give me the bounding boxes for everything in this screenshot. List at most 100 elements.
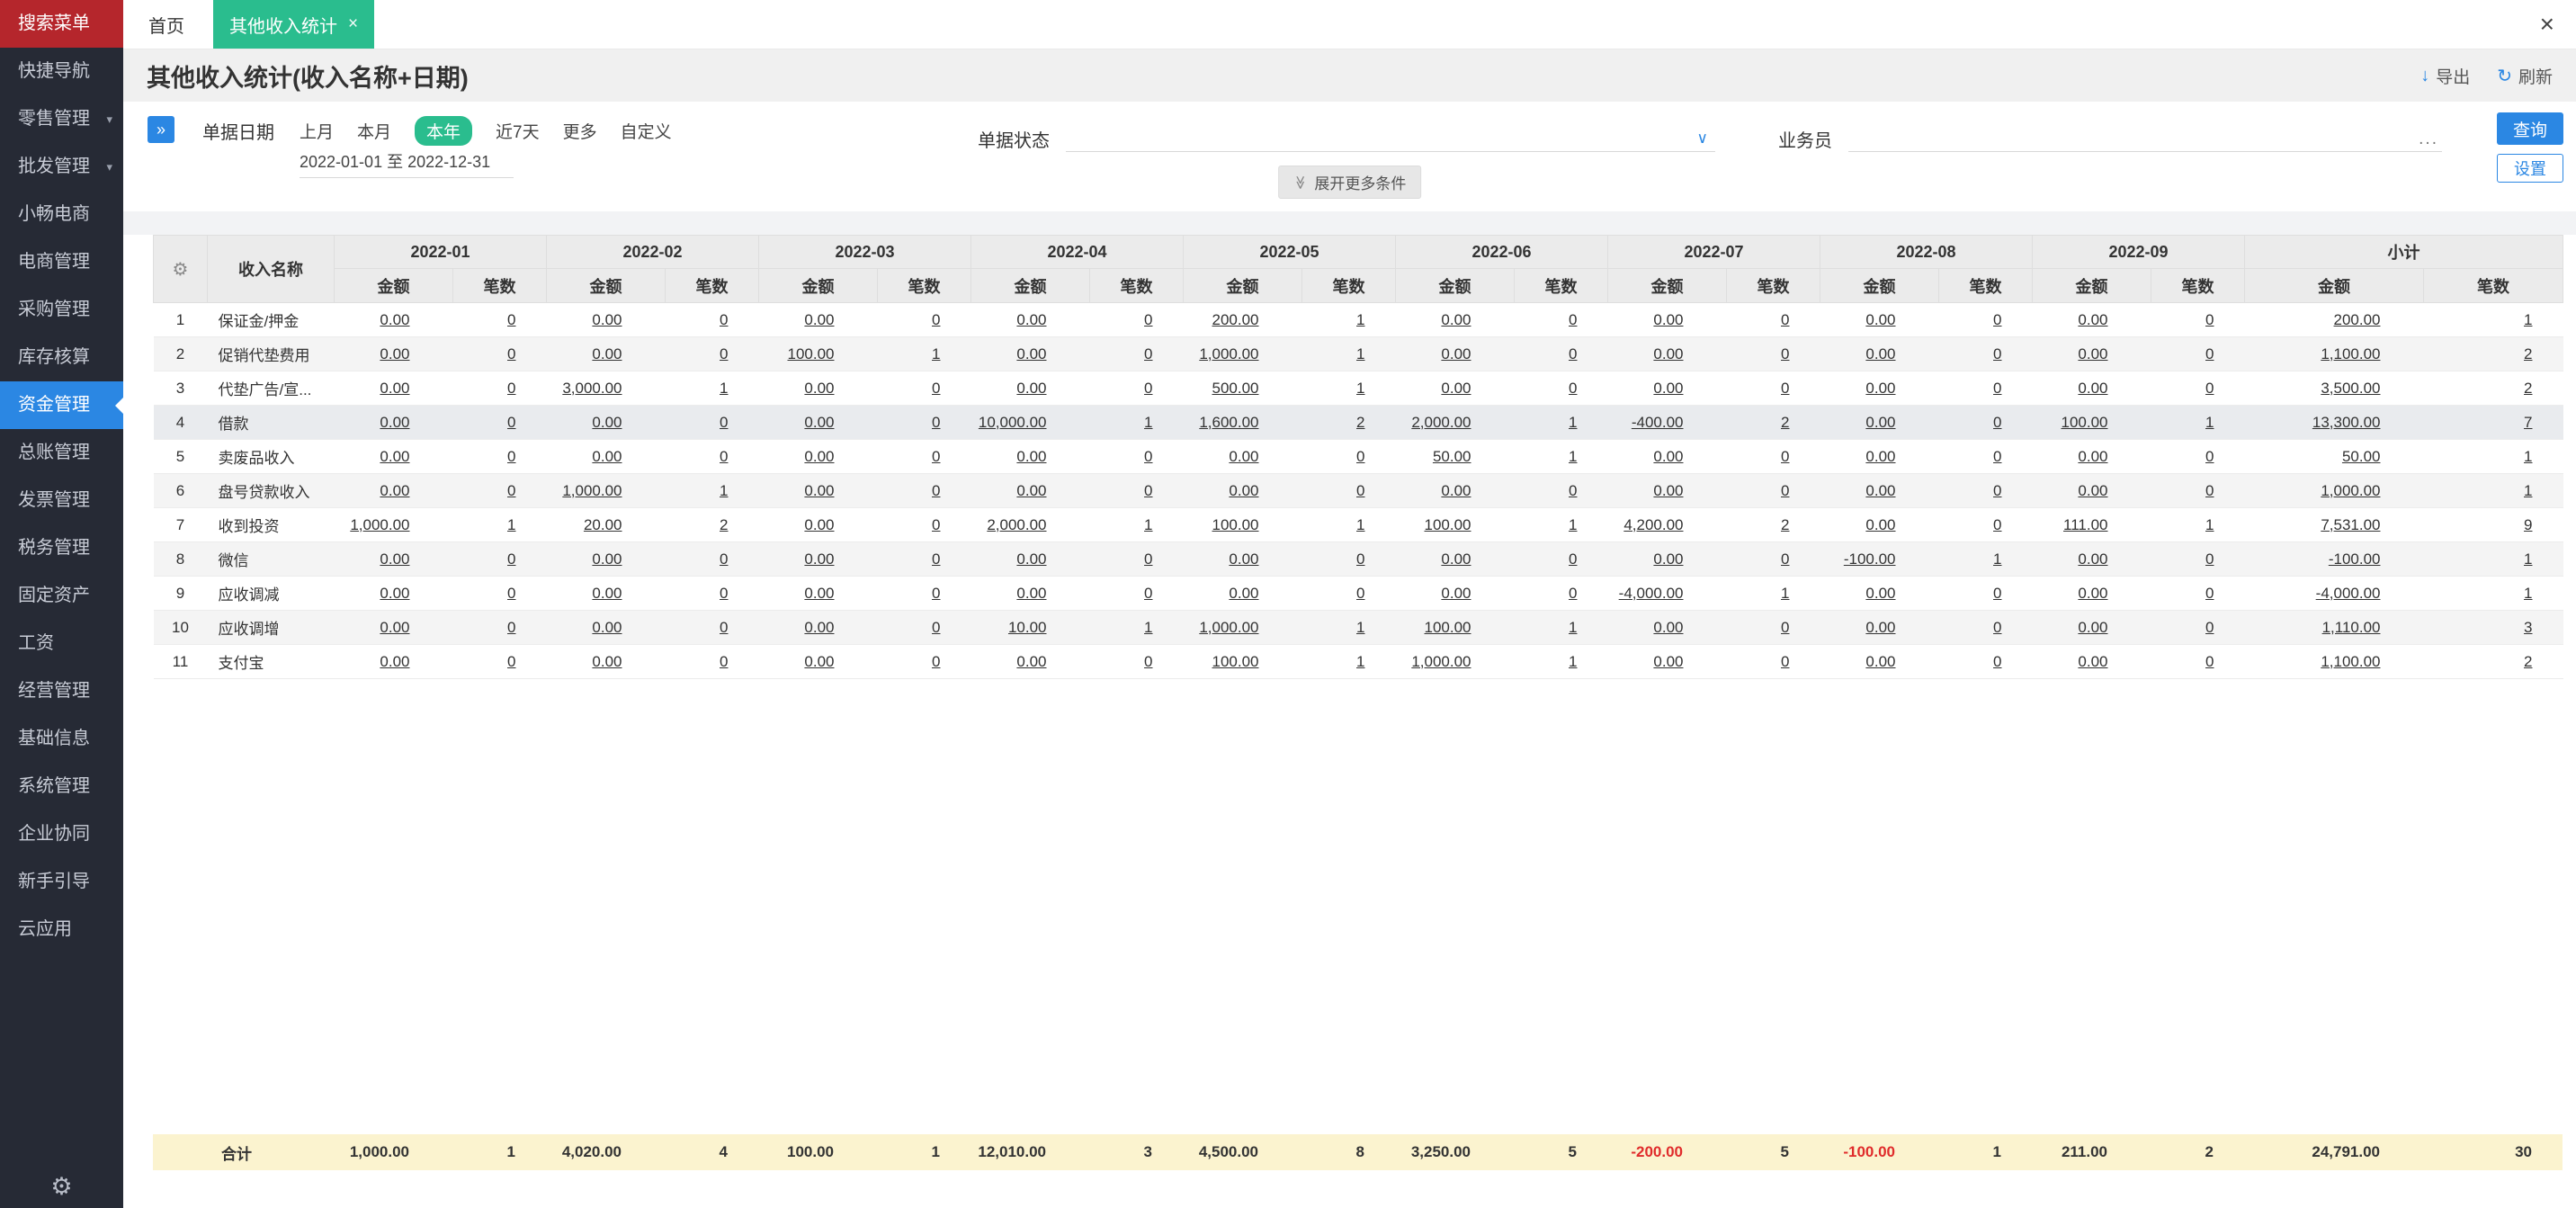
tab-close-icon[interactable]: × xyxy=(348,14,359,33)
count-cell[interactable]: 0 xyxy=(665,541,759,577)
picker-ellipsis-icon[interactable]: ... xyxy=(2419,130,2438,148)
count-cell[interactable]: 9 xyxy=(2423,507,2563,542)
expand-more-conditions-button[interactable]: ≫ 展开更多条件 xyxy=(1277,166,1422,199)
amount-cell[interactable]: 0.00 xyxy=(970,371,1090,406)
amount-cell[interactable]: 0.00 xyxy=(2032,473,2151,508)
count-cell[interactable]: 0 xyxy=(2151,371,2245,406)
amount-cell[interactable]: 0.00 xyxy=(1395,371,1515,406)
count-cell[interactable]: 0 xyxy=(452,644,547,679)
amount-cell[interactable]: 0.00 xyxy=(334,302,453,337)
sidebar-item[interactable]: 小畅电商 xyxy=(0,191,123,238)
count-cell[interactable]: 0 xyxy=(665,576,759,611)
amount-cell[interactable]: 0.00 xyxy=(546,302,666,337)
count-cell[interactable]: 0 xyxy=(452,576,547,611)
count-cell[interactable]: 0 xyxy=(1726,473,1820,508)
count-cell[interactable]: 0 xyxy=(1938,371,2033,406)
sidebar-item[interactable]: 系统管理 xyxy=(0,763,123,810)
amount-cell[interactable]: 1,600.00 xyxy=(1183,405,1302,440)
sidebar-item[interactable]: 企业协同 xyxy=(0,810,123,858)
count-cell[interactable]: 0 xyxy=(1938,405,2033,440)
count-cell[interactable]: 0 xyxy=(665,405,759,440)
count-cell[interactable]: 0 xyxy=(1726,439,1820,474)
count-cell[interactable]: 1 xyxy=(1089,405,1184,440)
amount-cell[interactable]: 0.00 xyxy=(2032,439,2151,474)
amount-cell[interactable]: 0.00 xyxy=(758,541,878,577)
amount-cell[interactable]: 0.00 xyxy=(1820,644,1939,679)
sidebar-item[interactable]: 固定资产 xyxy=(0,572,123,620)
amount-cell[interactable]: 0.00 xyxy=(758,439,878,474)
amount-cell[interactable]: 0.00 xyxy=(2032,336,2151,371)
amount-cell[interactable]: 100.00 xyxy=(2032,405,2151,440)
count-cell[interactable]: 7 xyxy=(2423,405,2563,440)
sidebar-item[interactable]: 资金管理 xyxy=(0,381,123,429)
amount-cell[interactable]: 1,110.00 xyxy=(2244,610,2424,645)
amount-cell[interactable]: 1,100.00 xyxy=(2244,336,2424,371)
amount-cell[interactable]: 0.00 xyxy=(1395,302,1515,337)
count-cell[interactable]: 0 xyxy=(1301,576,1396,611)
amount-cell[interactable]: 0.00 xyxy=(334,644,453,679)
amount-cell[interactable]: 100.00 xyxy=(1395,507,1515,542)
count-cell[interactable]: 0 xyxy=(2151,644,2245,679)
sidebar-item-search-menu[interactable]: 搜索菜单 xyxy=(0,0,123,48)
amount-cell[interactable]: 13,300.00 xyxy=(2244,405,2424,440)
sidebar-item[interactable]: 总账管理 xyxy=(0,429,123,477)
export-button[interactable]: ↓ 导出 xyxy=(2420,64,2470,88)
amount-cell[interactable]: 0.00 xyxy=(334,405,453,440)
count-cell[interactable]: 1 xyxy=(1726,576,1820,611)
count-cell[interactable]: 0 xyxy=(2151,576,2245,611)
count-cell[interactable]: 1 xyxy=(665,371,759,406)
count-cell[interactable]: 0 xyxy=(1089,541,1184,577)
amount-cell[interactable]: 0.00 xyxy=(334,371,453,406)
amount-cell[interactable]: 0.00 xyxy=(758,302,878,337)
count-cell[interactable]: 0 xyxy=(1938,507,2033,542)
amount-cell[interactable]: 4,200.00 xyxy=(1607,507,1727,542)
date-option-selected[interactable]: 本年 xyxy=(415,115,473,146)
amount-cell[interactable]: 200.00 xyxy=(2244,302,2424,337)
amount-cell[interactable]: 50.00 xyxy=(1395,439,1515,474)
count-cell[interactable]: 0 xyxy=(1301,439,1396,474)
count-cell[interactable]: 1 xyxy=(2423,439,2563,474)
amount-cell[interactable]: 0.00 xyxy=(1607,541,1727,577)
count-cell[interactable]: 2 xyxy=(1726,405,1820,440)
amount-cell[interactable]: 1,000.00 xyxy=(546,473,666,508)
count-cell[interactable]: 2 xyxy=(1301,405,1396,440)
amount-cell[interactable]: 0.00 xyxy=(334,336,453,371)
count-cell[interactable]: 0 xyxy=(1938,439,2033,474)
count-cell[interactable]: 1 xyxy=(1938,541,2033,577)
amount-cell[interactable]: 0.00 xyxy=(1395,576,1515,611)
amount-cell[interactable]: 20.00 xyxy=(546,507,666,542)
count-cell[interactable]: 1 xyxy=(2423,473,2563,508)
sidebar-item[interactable]: 电商管理 xyxy=(0,238,123,286)
count-cell[interactable]: 0 xyxy=(2151,541,2245,577)
sidebar-settings-gear-icon[interactable]: ⚙ xyxy=(50,1173,73,1200)
sidebar-item[interactable]: 新手引导 xyxy=(0,858,123,906)
date-option[interactable]: 上月 xyxy=(300,122,335,142)
amount-cell[interactable]: 0.00 xyxy=(758,473,878,508)
count-cell[interactable]: 0 xyxy=(1301,541,1396,577)
count-cell[interactable]: 0 xyxy=(1514,576,1608,611)
amount-cell[interactable]: 7,531.00 xyxy=(2244,507,2424,542)
count-cell[interactable]: 0 xyxy=(1089,473,1184,508)
amount-cell[interactable]: 0.00 xyxy=(970,541,1090,577)
count-cell[interactable]: 0 xyxy=(1726,610,1820,645)
count-cell[interactable]: 1 xyxy=(1514,507,1608,542)
amount-cell[interactable]: 100.00 xyxy=(1395,610,1515,645)
amount-cell[interactable]: 3,000.00 xyxy=(546,371,666,406)
amount-cell[interactable]: -100.00 xyxy=(1820,541,1939,577)
count-cell[interactable]: 0 xyxy=(877,541,971,577)
count-cell[interactable]: 1 xyxy=(1301,371,1396,406)
count-cell[interactable]: 1 xyxy=(1301,507,1396,542)
count-cell[interactable]: 2 xyxy=(2423,644,2563,679)
collapse-filter-button[interactable]: » xyxy=(148,116,174,143)
count-cell[interactable]: 0 xyxy=(1514,371,1608,406)
amount-cell[interactable]: 0.00 xyxy=(1607,371,1727,406)
amount-cell[interactable]: 0.00 xyxy=(334,473,453,508)
amount-cell[interactable]: 0.00 xyxy=(2032,371,2151,406)
amount-cell[interactable]: -4,000.00 xyxy=(2244,576,2424,611)
count-cell[interactable]: 1 xyxy=(452,507,547,542)
amount-cell[interactable]: 0.00 xyxy=(758,507,878,542)
count-cell[interactable]: 0 xyxy=(665,610,759,645)
amount-cell[interactable]: 0.00 xyxy=(1820,610,1939,645)
amount-cell[interactable]: 0.00 xyxy=(2032,576,2151,611)
amount-cell[interactable]: 0.00 xyxy=(546,541,666,577)
